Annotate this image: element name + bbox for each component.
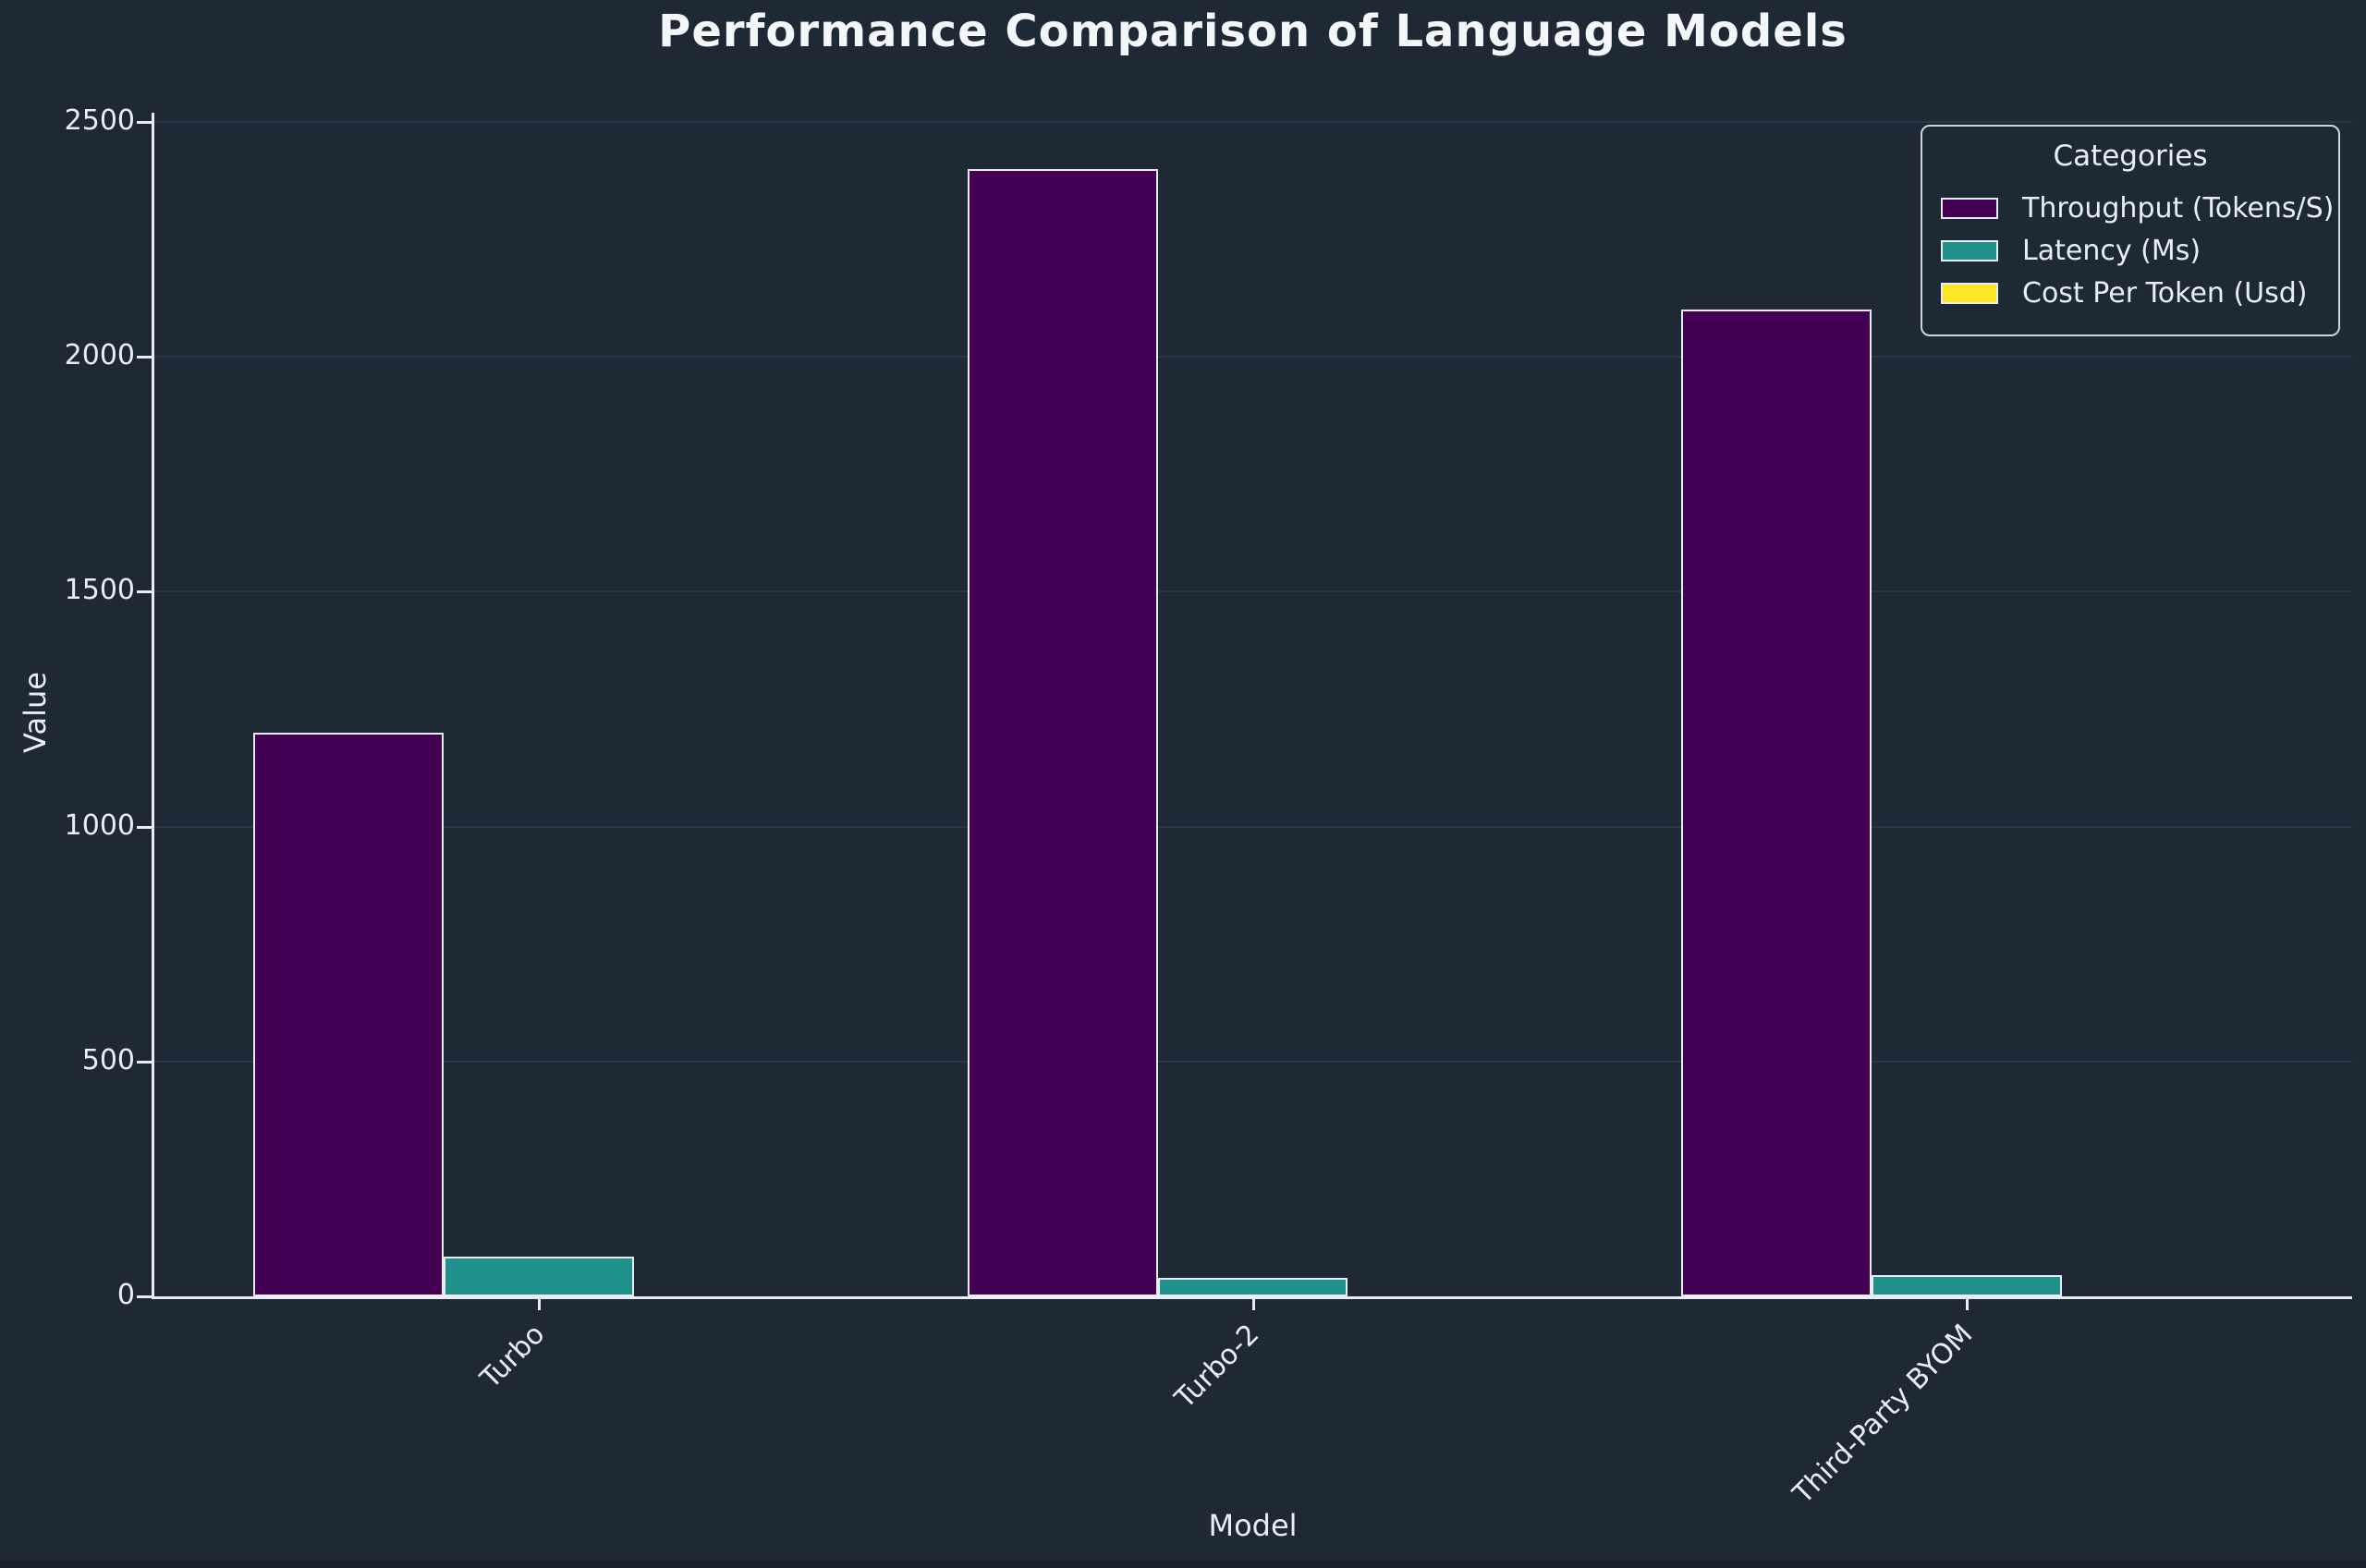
legend-item-label: Latency (Ms) — [2022, 235, 2201, 267]
legend: Categories Throughput (Tokens/S) Latency … — [1921, 125, 2340, 336]
x-tick-label: Turbo — [474, 1318, 552, 1395]
gridline — [153, 356, 2352, 359]
gridline — [153, 825, 2352, 828]
legend-title: Categories — [2053, 140, 2208, 173]
y-axis-title: Value — [18, 672, 53, 753]
legend-swatch — [1941, 198, 1998, 219]
y-tick-mark — [137, 590, 152, 594]
x-tick-label: Turbo-2 — [1168, 1318, 1265, 1416]
x-tick-label: Third-Party BYOM — [1787, 1318, 1980, 1511]
x-axis-title: Model — [1208, 1508, 1298, 1543]
y-tick-label: 500 — [81, 1043, 135, 1076]
bar — [967, 168, 1158, 1296]
gridline — [153, 121, 2352, 123]
gridline — [153, 1060, 2352, 1063]
legend-item: Throughput (Tokens/S) — [1941, 192, 2334, 225]
x-tick-mark — [1251, 1297, 1255, 1310]
y-tick-mark — [137, 121, 152, 124]
x-tick-mark — [1965, 1297, 1969, 1310]
bar — [1871, 1275, 2062, 1296]
gridline — [153, 590, 2352, 593]
y-tick-label: 1500 — [64, 574, 135, 607]
legend-item-label: Cost Per Token (Usd) — [2022, 277, 2308, 310]
y-tick-label: 1000 — [64, 808, 135, 842]
plot-area — [153, 121, 2352, 1296]
bar — [1680, 310, 1872, 1296]
y-tick-label: 2000 — [64, 339, 135, 372]
bar — [253, 732, 445, 1296]
chart-title: Performance Comparison of Language Model… — [658, 6, 1848, 57]
y-tick-label: 2500 — [64, 104, 135, 137]
y-axis-spine — [152, 113, 154, 1297]
legend-item: Latency (Ms) — [1941, 235, 2320, 267]
y-tick-mark — [137, 825, 152, 829]
x-tick-mark — [538, 1297, 542, 1310]
y-tick-mark — [137, 1060, 152, 1064]
bar — [444, 1256, 635, 1296]
legend-item: Cost Per Token (Usd) — [1941, 277, 2320, 310]
y-tick-label: 0 — [116, 1279, 135, 1311]
figure-bottom-edge — [0, 1561, 2366, 1568]
legend-swatch — [1941, 283, 1998, 304]
bar — [1157, 1277, 1348, 1296]
legend-items: Throughput (Tokens/S) Latency (Ms) Cost Pe… — [1941, 192, 2334, 310]
y-tick-mark — [137, 1295, 152, 1298]
legend-swatch — [1941, 240, 1998, 261]
legend-item-label: Throughput (Tokens/S) — [2022, 192, 2335, 225]
y-tick-mark — [137, 356, 152, 359]
